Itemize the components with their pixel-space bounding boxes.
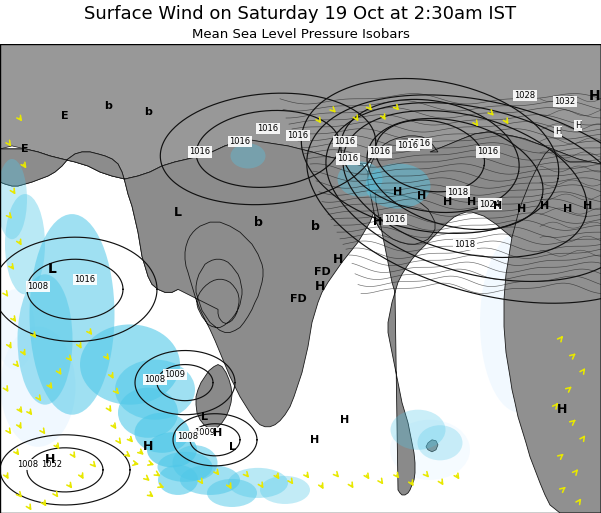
Ellipse shape (228, 468, 288, 498)
Text: L: L (228, 442, 236, 452)
Text: b: b (104, 101, 112, 111)
Ellipse shape (1, 326, 76, 447)
Text: H: H (143, 440, 153, 453)
Text: H: H (589, 89, 601, 103)
Text: 1016: 1016 (287, 131, 308, 141)
Text: 1016: 1016 (189, 147, 210, 156)
Polygon shape (504, 149, 601, 513)
Text: H: H (517, 204, 526, 214)
Text: 1008: 1008 (17, 460, 38, 469)
Text: H: H (555, 127, 561, 136)
Text: H: H (340, 415, 350, 425)
Text: H: H (563, 204, 573, 214)
Text: L: L (174, 206, 182, 219)
Ellipse shape (118, 388, 178, 438)
Polygon shape (374, 192, 435, 244)
Text: H: H (417, 191, 427, 201)
Text: 1008: 1008 (177, 432, 198, 441)
Ellipse shape (207, 479, 257, 507)
Text: FD: FD (314, 267, 331, 278)
Text: 1024: 1024 (480, 200, 501, 209)
Text: 1009: 1009 (165, 370, 186, 379)
Text: 1052: 1052 (41, 460, 63, 469)
Ellipse shape (391, 410, 445, 450)
Text: 1016: 1016 (334, 137, 356, 146)
Ellipse shape (158, 465, 198, 495)
Text: FD: FD (290, 294, 307, 304)
Polygon shape (368, 132, 601, 495)
Polygon shape (426, 440, 438, 452)
Text: H: H (493, 201, 502, 211)
Text: H: H (213, 428, 222, 438)
Ellipse shape (29, 214, 115, 415)
Ellipse shape (147, 432, 197, 467)
Text: b: b (144, 107, 152, 117)
Ellipse shape (5, 194, 45, 294)
Text: H: H (45, 453, 55, 466)
Text: 1016: 1016 (75, 275, 96, 284)
Ellipse shape (180, 465, 240, 495)
Text: L: L (201, 412, 209, 422)
Text: 1016: 1016 (257, 124, 278, 133)
Text: 1008: 1008 (28, 282, 49, 291)
Ellipse shape (390, 420, 470, 480)
Text: b: b (311, 220, 320, 233)
Ellipse shape (231, 144, 266, 168)
Text: H: H (373, 217, 383, 227)
Text: Mean Sea Level Pressure Isobars: Mean Sea Level Pressure Isobars (192, 28, 409, 41)
Ellipse shape (17, 274, 73, 405)
Text: 1016: 1016 (397, 142, 418, 150)
Text: H: H (540, 201, 550, 211)
Text: E: E (61, 111, 69, 121)
Ellipse shape (0, 289, 35, 369)
Ellipse shape (418, 425, 463, 460)
Text: H: H (575, 122, 581, 130)
Text: H: H (394, 187, 403, 197)
Text: 1028: 1028 (514, 91, 535, 100)
Text: H: H (468, 197, 477, 207)
Ellipse shape (0, 159, 27, 239)
Text: 1032: 1032 (555, 97, 576, 106)
Polygon shape (0, 140, 250, 292)
Text: E: E (21, 144, 29, 154)
Polygon shape (0, 44, 601, 179)
Ellipse shape (480, 232, 560, 412)
Text: 1016: 1016 (337, 154, 359, 164)
Text: 1016: 1016 (409, 140, 430, 148)
Text: H: H (584, 201, 593, 211)
Ellipse shape (157, 452, 213, 482)
Ellipse shape (260, 476, 310, 504)
Text: b: b (254, 215, 263, 229)
Text: Surface Wind on Saturday 19 Oct at 2:30am IST: Surface Wind on Saturday 19 Oct at 2:30a… (84, 5, 517, 23)
Ellipse shape (338, 162, 382, 196)
Text: H: H (333, 253, 343, 266)
Polygon shape (0, 140, 376, 427)
Text: H: H (444, 197, 453, 207)
Ellipse shape (135, 412, 189, 453)
Text: 1016: 1016 (477, 147, 499, 156)
Ellipse shape (515, 239, 575, 360)
Ellipse shape (172, 445, 218, 480)
Text: 1018: 1018 (454, 240, 475, 249)
Text: 1016: 1016 (385, 214, 406, 224)
Ellipse shape (80, 324, 180, 405)
Text: H: H (310, 435, 320, 445)
Text: H: H (315, 280, 325, 293)
Text: 1016: 1016 (370, 147, 391, 156)
Ellipse shape (115, 360, 195, 420)
Text: H: H (557, 403, 567, 416)
Text: 1009: 1009 (195, 428, 216, 437)
Ellipse shape (365, 164, 430, 209)
Text: 1016: 1016 (230, 137, 251, 146)
Text: 1008: 1008 (144, 375, 165, 384)
Polygon shape (196, 365, 232, 429)
Text: L: L (47, 262, 56, 277)
Text: 1018: 1018 (447, 188, 469, 196)
